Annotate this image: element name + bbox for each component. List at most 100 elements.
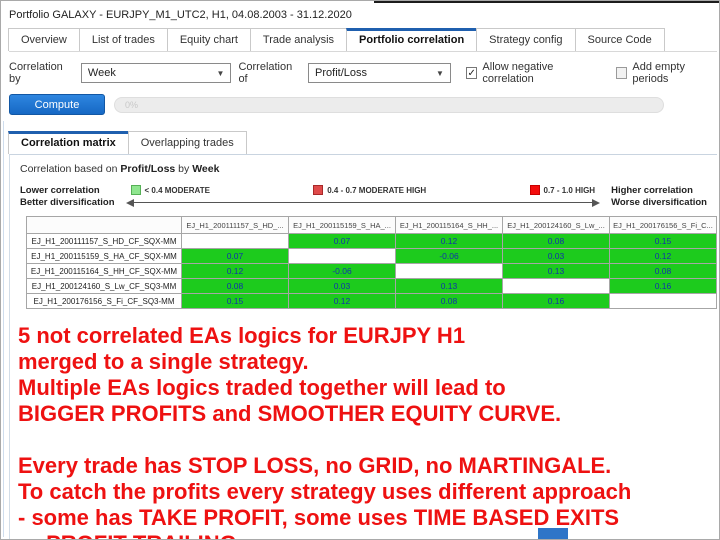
matrix-cell: 0.16 — [609, 278, 717, 294]
annotation-line: BIGGER PROFITS and SMOOTHER EQUITY CURVE… — [18, 401, 562, 426]
chevron-down-icon: ▼ — [436, 68, 444, 78]
matrix-cell: 0.03 — [502, 248, 610, 264]
red-annotation-text: 5 not correlated EAs logics for EURJPY H… — [18, 323, 717, 539]
annotation-line: Multiple EAs logics traded together will… — [18, 375, 506, 400]
legend-left-text: Lower correlation Better diversification — [20, 185, 115, 209]
correlation-by-label: Correlation by — [9, 61, 63, 85]
matrix-cell: 0.16 — [502, 293, 610, 309]
matrix-cell: 0.07 — [181, 248, 289, 264]
matrix-cell: 0.03 — [288, 278, 396, 294]
matrix-col-header: EJ_H1_200124160_S_Lw_... — [502, 216, 610, 234]
matrix-row: EJ_H1_200111157_S_HD_CF_SQX-MM 0.07 0.12… — [26, 233, 717, 249]
matrix-col-header: EJ_H1_200176156_S_Fi_C... — [609, 216, 717, 234]
allow-negative-checkbox[interactable]: ✓ — [465, 67, 478, 79]
allow-negative-label: Allow negative correlation — [482, 61, 554, 85]
matrix-cell: 0.12 — [395, 233, 503, 249]
progress-bar: 0% — [114, 96, 664, 113]
legend-scale: < 0.4 MODERATE 0.4 - 0.7 MODERATE HIGH 0… — [125, 185, 600, 209]
subtab-correlation-matrix[interactable]: Correlation matrix — [8, 131, 129, 154]
legend-swatch-red — [313, 185, 324, 195]
matrix-row: EJ_H1_200115159_S_HA_CF_SQX-MM 0.07 -0.0… — [26, 248, 717, 264]
matrix-row-label: EJ_H1_200124160_S_Lw_CF_SQ3-MM — [26, 278, 182, 294]
correlation-of-select[interactable]: Profit/Loss ▼ — [308, 63, 451, 83]
tab-equity-chart[interactable]: Equity chart — [166, 28, 251, 51]
correlation-controls: Correlation by Week ▼ Correlation of Pro… — [9, 61, 719, 85]
matrix-cell-diagonal — [288, 248, 396, 264]
subtab-overlapping-trades[interactable]: Overlapping trades — [127, 131, 247, 154]
allow-negative-group: ✓ Allow negative correlation — [465, 61, 601, 85]
tab-overview[interactable]: Overview — [8, 28, 80, 51]
matrix-row: EJ_H1_200176156_S_Fi_CF_SQ3-MM 0.15 0.12… — [26, 293, 717, 309]
legend-worse-diversification: Worse diversification — [611, 197, 707, 208]
tab-strategy-config[interactable]: Strategy config — [476, 28, 576, 51]
matrix-row-label: EJ_H1_200176156_S_Fi_CF_SQ3-MM — [26, 293, 182, 309]
matrix-cell: 0.12 — [609, 248, 717, 264]
compute-button[interactable]: Compute — [9, 94, 105, 115]
legend-swatch-bright-red — [529, 185, 540, 195]
correlation-by-select[interactable]: Week ▼ — [80, 63, 232, 83]
window-edge-fragment — [374, 1, 719, 3]
matrix-note-mid: by — [178, 163, 190, 175]
matrix-header-row: EJ_H1_200111157_S_HD_... EJ_H1_200115159… — [26, 216, 717, 234]
legend-label-moderate: < 0.4 MODERATE — [144, 185, 210, 195]
matrix-cell: 0.12 — [181, 263, 289, 279]
matrix-cell: 0.08 — [181, 278, 289, 294]
annotation-line: merged to a single strategy. — [18, 349, 309, 374]
matrix-note: Correlation based on Profit/Loss by Week — [20, 163, 717, 175]
legend-items: < 0.4 MODERATE 0.4 - 0.7 MODERATE HIGH 0… — [127, 185, 600, 195]
correlation-matrix-table: EJ_H1_200111157_S_HD_... EJ_H1_200115159… — [26, 216, 717, 309]
matrix-cell: 0.08 — [609, 263, 717, 279]
tab-trade-analysis[interactable]: Trade analysis — [249, 28, 348, 51]
legend-item-moderate: < 0.4 MODERATE — [130, 185, 210, 195]
matrix-cell-diagonal — [609, 293, 717, 309]
matrix-corner-cell — [26, 216, 182, 234]
add-empty-checkbox[interactable] — [615, 67, 628, 79]
matrix-cell: 0.08 — [502, 233, 610, 249]
compute-row: Compute 0% — [9, 94, 719, 115]
legend-higher-correlation: Higher correlation — [611, 185, 693, 196]
matrix-col-header: EJ_H1_200111157_S_HD_... — [181, 216, 289, 234]
panel-left-rail — [3, 121, 4, 537]
matrix-note-prefix: Correlation based on — [20, 163, 118, 175]
legend-better-diversification: Better diversification — [20, 197, 115, 208]
legend-item-moderate-high: 0.4 - 0.7 MODERATE HIGH — [313, 185, 426, 195]
matrix-cell: 0.15 — [609, 233, 717, 249]
matrix-row: EJ_H1_200124160_S_Lw_CF_SQ3-MM 0.08 0.03… — [26, 278, 717, 294]
matrix-cell: 0.07 — [288, 233, 396, 249]
matrix-cell: -0.06 — [288, 263, 396, 279]
tabbar-underline — [9, 51, 717, 52]
matrix-cell: 0.15 — [181, 293, 289, 309]
matrix-cell: 0.13 — [502, 263, 610, 279]
matrix-col-header: EJ_H1_200115164_S_HH_... — [395, 216, 503, 234]
page-title: Portfolio GALAXY - EURJPY_M1_UTC2, H1, 0… — [9, 9, 352, 21]
add-empty-group: Add empty periods — [615, 61, 719, 85]
legend-swatch-green — [130, 185, 141, 195]
matrix-cell: 0.13 — [395, 278, 503, 294]
correlation-matrix-panel: Correlation based on Profit/Loss by Week… — [9, 154, 717, 539]
correlation-by-value: Week — [87, 67, 116, 79]
sub-tabbar: Correlation matrix Overlapping trades — [8, 131, 719, 154]
annotation-line: To catch the profits every strategy uses… — [18, 479, 632, 504]
matrix-col-header: EJ_H1_200115159_S_HA_... — [288, 216, 396, 234]
legend-item-high: 0.7 - 1.0 HIGH — [529, 185, 596, 195]
matrix-cell-diagonal — [395, 263, 503, 279]
matrix-row-label: EJ_H1_200115164_S_HH_CF_SQX-MM — [26, 263, 182, 279]
tab-source-code[interactable]: Source Code — [574, 28, 665, 51]
correlation-of-label: Correlation of — [238, 61, 293, 85]
matrix-cell-diagonal — [181, 233, 289, 249]
bottom-blue-fragment — [538, 528, 568, 539]
main-tabbar: Overview List of trades Equity chart Tra… — [8, 28, 719, 51]
legend-label-moderate-high: 0.4 - 0.7 MODERATE HIGH — [327, 185, 427, 195]
tab-list-of-trades[interactable]: List of trades — [78, 28, 168, 51]
tab-portfolio-correlation[interactable]: Portfolio correlation — [346, 28, 478, 51]
legend-label-high: 0.7 - 1.0 HIGH — [543, 185, 596, 195]
matrix-cell: 0.12 — [288, 293, 396, 309]
legend-right-text: Higher correlation Worse diversification — [611, 185, 707, 209]
matrix-cell: -0.06 — [395, 248, 503, 264]
chevron-down-icon: ▼ — [216, 68, 225, 78]
matrix-cell: 0.08 — [395, 293, 503, 309]
annotation-gap — [18, 427, 717, 453]
annotation-line: - some has TAKE PROFIT, some uses TIME B… — [18, 505, 620, 530]
matrix-note-period: Week — [192, 163, 220, 175]
